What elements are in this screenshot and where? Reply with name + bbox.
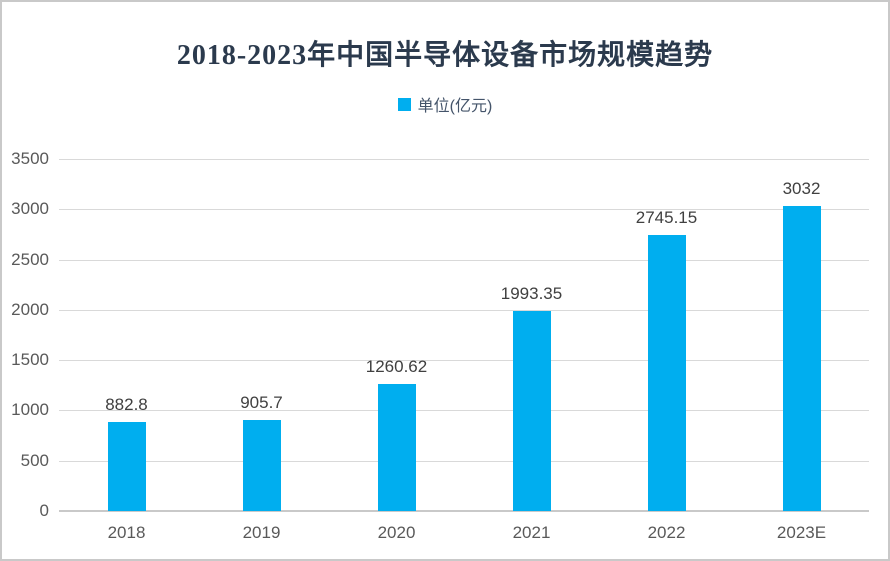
bar	[647, 234, 686, 511]
legend: 单位(亿元)	[2, 92, 888, 116]
y-tick-label: 3000	[11, 199, 49, 219]
bar-value-label: 3032	[782, 179, 821, 199]
gridline	[59, 309, 869, 311]
y-tick-label: 1500	[11, 350, 49, 370]
gridline	[59, 209, 869, 211]
gridline	[59, 460, 869, 462]
x-axis-line	[59, 510, 869, 512]
x-tick-label: 2023E	[776, 523, 827, 542]
x-tick-label: 2022	[647, 523, 686, 542]
legend-marker-icon	[397, 97, 411, 111]
bar-value-label: 905.7	[240, 392, 283, 412]
x-tick-label: 2021	[512, 523, 551, 542]
legend-label: 单位(亿元)	[417, 98, 493, 115]
gridline	[59, 410, 869, 412]
y-tick-label: 1000	[11, 400, 49, 420]
bar-value-label: 1993.35	[500, 283, 563, 303]
x-tick-label: 2018	[107, 523, 146, 542]
bar	[377, 384, 416, 511]
y-tick-label: 3500	[11, 149, 49, 168]
x-tick-label: 2019	[242, 523, 281, 542]
bar	[782, 206, 821, 511]
plot-area: 0 500 1000 1500 2000 2500 3000 3500 882.8 2018 905…	[11, 149, 869, 542]
y-tick-label: 0	[39, 501, 49, 520]
y-tick-label: 500	[20, 450, 49, 470]
gridline	[59, 360, 869, 362]
y-tick-label: 2500	[11, 249, 49, 269]
bar	[512, 310, 551, 511]
gridline	[59, 259, 869, 261]
bar-value-label: 882.8	[105, 395, 148, 415]
bar-value-label: 2745.15	[635, 207, 698, 227]
x-tick-label: 2020	[377, 523, 416, 542]
chart-title: 2018-2023年中国半导体设备市场规模趋势	[176, 40, 714, 71]
gridline	[59, 159, 869, 160]
bar	[107, 422, 146, 511]
y-tick-label: 2000	[11, 299, 49, 319]
bar-value-label: 1260.62	[365, 357, 428, 377]
bar	[242, 419, 281, 511]
